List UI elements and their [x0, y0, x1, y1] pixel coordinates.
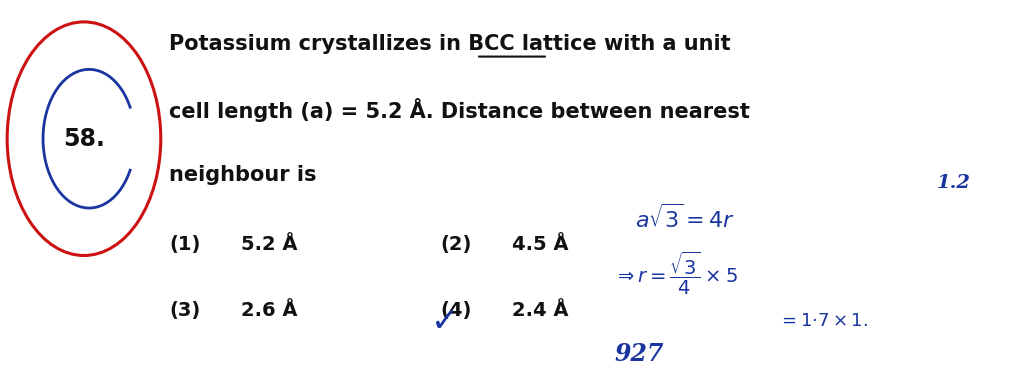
Text: 2.6 Å: 2.6 Å — [241, 301, 297, 320]
Text: cell length (a) = 5.2 Å. Distance between nearest: cell length (a) = 5.2 Å. Distance betwee… — [169, 97, 750, 122]
Text: ✓: ✓ — [431, 305, 460, 338]
Text: (2): (2) — [440, 235, 472, 254]
Text: $=1{\cdot}7\times1.$: $=1{\cdot}7\times1.$ — [778, 312, 868, 330]
Text: 927: 927 — [614, 342, 664, 365]
Text: neighbour is: neighbour is — [169, 165, 316, 185]
Text: 58.: 58. — [63, 127, 104, 151]
Text: (1): (1) — [169, 235, 201, 254]
Text: Potassium crystallizes in BCC lattice with a unit: Potassium crystallizes in BCC lattice wi… — [169, 34, 730, 54]
Text: 1.2: 1.2 — [937, 173, 971, 192]
Text: $a\sqrt{3}=4r$: $a\sqrt{3}=4r$ — [635, 205, 735, 233]
Text: 5.2 Å: 5.2 Å — [241, 235, 297, 254]
Text: (4): (4) — [440, 301, 472, 320]
Text: 2.4 Å: 2.4 Å — [512, 301, 568, 320]
Text: (3): (3) — [169, 301, 201, 320]
Text: 4.5 Å: 4.5 Å — [512, 235, 568, 254]
Text: $\Rightarrow r=\dfrac{\sqrt{3}}{4}\times5$: $\Rightarrow r=\dfrac{\sqrt{3}}{4}\times… — [614, 250, 738, 297]
